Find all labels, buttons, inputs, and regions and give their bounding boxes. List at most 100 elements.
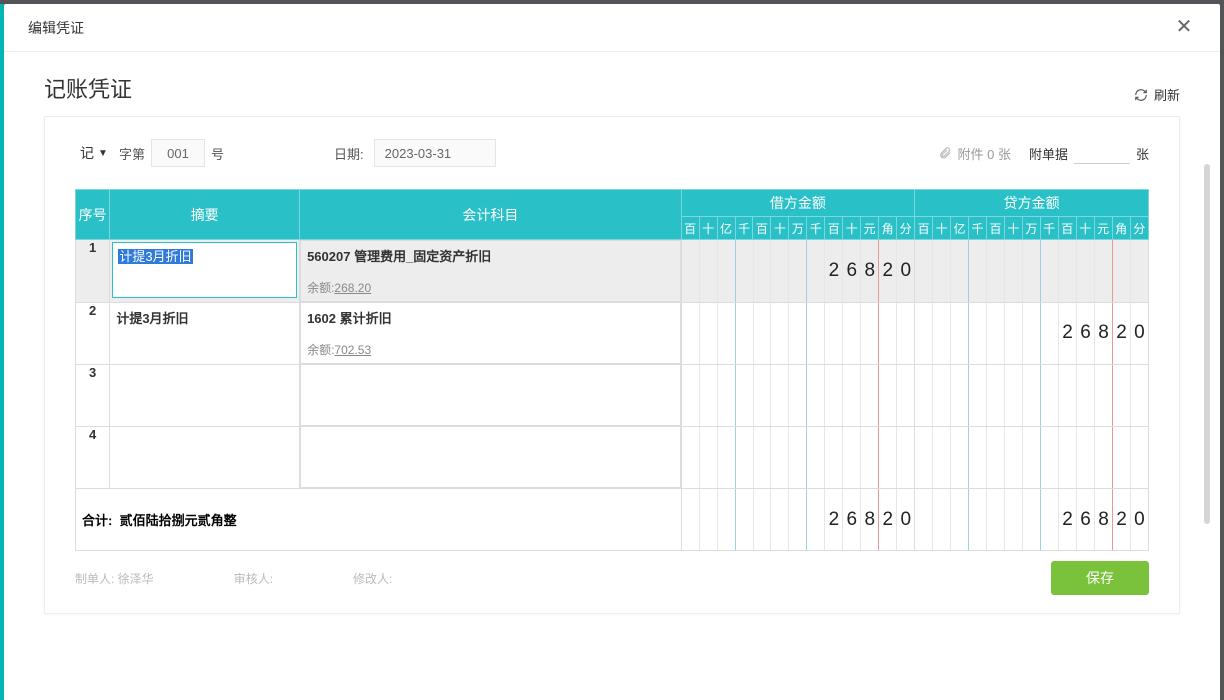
voucher-type-value: 记 [80,143,94,163]
summary-input[interactable]: 计提3月折旧 [112,242,297,298]
digit-cell [879,427,897,489]
digit-cell [807,303,825,364]
digit-cell [969,240,987,302]
digit-cell: 6 [1077,303,1095,364]
digit-cell [933,489,951,550]
digit-unit: 百 [753,217,771,240]
table-row[interactable]: 3 [76,364,1149,426]
digit-cell [1023,240,1041,302]
digit-cell [1023,489,1041,550]
digit-cell [1005,303,1023,364]
digit-cell [1041,240,1059,302]
digit-unit: 十 [1076,217,1094,240]
summary-cell[interactable] [110,426,300,489]
save-button[interactable]: 保存 [1051,561,1149,595]
voucher-number-input[interactable] [151,139,205,167]
slip-input[interactable] [1074,142,1130,164]
digit-cell [754,427,772,489]
col-credit: 贷方金额 [915,190,1149,217]
refresh-button[interactable]: 刷新 [1134,85,1180,104]
digit-cell [987,240,1005,302]
debit-amount[interactable] [681,302,915,364]
digit-cell [1077,365,1095,426]
summary-cell[interactable]: 计提3月折旧 [110,302,300,364]
col-account: 会计科目 [300,190,682,240]
credit-amount[interactable]: 26820 [915,302,1149,364]
credit-amount[interactable] [915,426,1149,489]
attachment-button[interactable]: 附件 0 张 [938,144,1011,163]
digit-cell [789,489,807,550]
modal-title: 编辑凭证 [28,18,84,38]
close-icon[interactable]: ✕ [1172,16,1196,40]
digit-cell: 0 [897,489,914,550]
digit-cell [1095,427,1113,489]
voucher-card: 记 ▼ 字第 号 日期: 附件 0 张 [44,116,1180,614]
digit-cell [754,240,772,302]
digit-cell [897,303,914,364]
digit-cell [987,427,1005,489]
digit-cell: 0 [1131,303,1148,364]
digit-unit: 分 [897,217,915,240]
digit-cell [736,365,754,426]
digit-cell: 6 [843,489,861,550]
digit-cell [682,240,700,302]
col-debit: 借方金额 [681,190,915,217]
digit-cell [682,303,700,364]
digit-unit: 亿 [951,217,969,240]
debit-amount[interactable] [681,426,915,489]
digit-cell [1005,240,1023,302]
digit-cell [987,365,1005,426]
digit-unit: 角 [1112,217,1130,240]
debit-amount[interactable] [681,364,915,426]
digit-cell [897,365,914,426]
summary-cell[interactable] [110,364,300,426]
account-cell[interactable] [300,364,681,426]
date-block: 日期: [334,139,496,167]
date-input[interactable] [374,139,496,167]
table-row[interactable]: 1计提3月折旧560207 管理费用_固定资产折旧余额:268.2026820 [76,240,1149,303]
debit-amount[interactable]: 26820 [681,240,915,303]
account-cell[interactable]: 1602 累计折旧余额:702.53 [300,302,681,364]
table-row[interactable]: 4 [76,426,1149,489]
sum-debit: 26820 [681,489,915,551]
digit-unit: 十 [843,217,861,240]
digit-cell [915,489,933,550]
sum-label: 合计: 贰佰陆拾捌元贰角整 [76,489,682,551]
digit-unit: 元 [1094,217,1112,240]
digit-cell [700,240,718,302]
digit-cell: 2 [1113,489,1131,550]
digit-cell [771,365,789,426]
voucher-meta: 记 ▼ 字第 号 日期: 附件 0 张 [75,139,1149,167]
digit-cell [987,489,1005,550]
account-cell[interactable] [300,426,681,488]
digit-unit: 百 [1058,217,1076,240]
voucher-word-suffix: 号 [211,144,224,163]
digit-cell [1005,489,1023,550]
digit-cell [1005,427,1023,489]
digit-unit: 百 [915,217,933,240]
digit-cell [825,427,843,489]
seq-cell: 4 [76,426,110,489]
digit-cell [807,365,825,426]
modifier: 修改人: [353,570,392,587]
credit-amount[interactable] [915,240,1149,303]
digit-unit: 十 [699,217,717,240]
table-row[interactable]: 2 计提3月折旧1602 累计折旧余额:702.53 26820 [76,302,1149,364]
digit-cell: 2 [879,489,897,550]
digit-cell [789,427,807,489]
digit-cell [789,303,807,364]
scrollbar-thumb[interactable] [1204,164,1210,524]
digit-cell [789,365,807,426]
digit-cell [1041,427,1059,489]
voucher-type-select[interactable]: 记 ▼ [75,143,113,163]
summary-cell[interactable]: 计提3月折旧 [110,240,300,303]
digit-unit: 分 [1130,217,1148,240]
digit-cell [1095,240,1113,302]
digit-cell: 2 [1059,303,1077,364]
digit-cell [915,240,933,302]
digit-cell [718,427,736,489]
digit-cell [825,365,843,426]
credit-amount[interactable] [915,364,1149,426]
modal-content: 记账凭证 刷新 记 ▼ 字第 号 日期: [4,52,1220,700]
account-cell[interactable]: 560207 管理费用_固定资产折旧余额:268.20 [300,240,681,302]
